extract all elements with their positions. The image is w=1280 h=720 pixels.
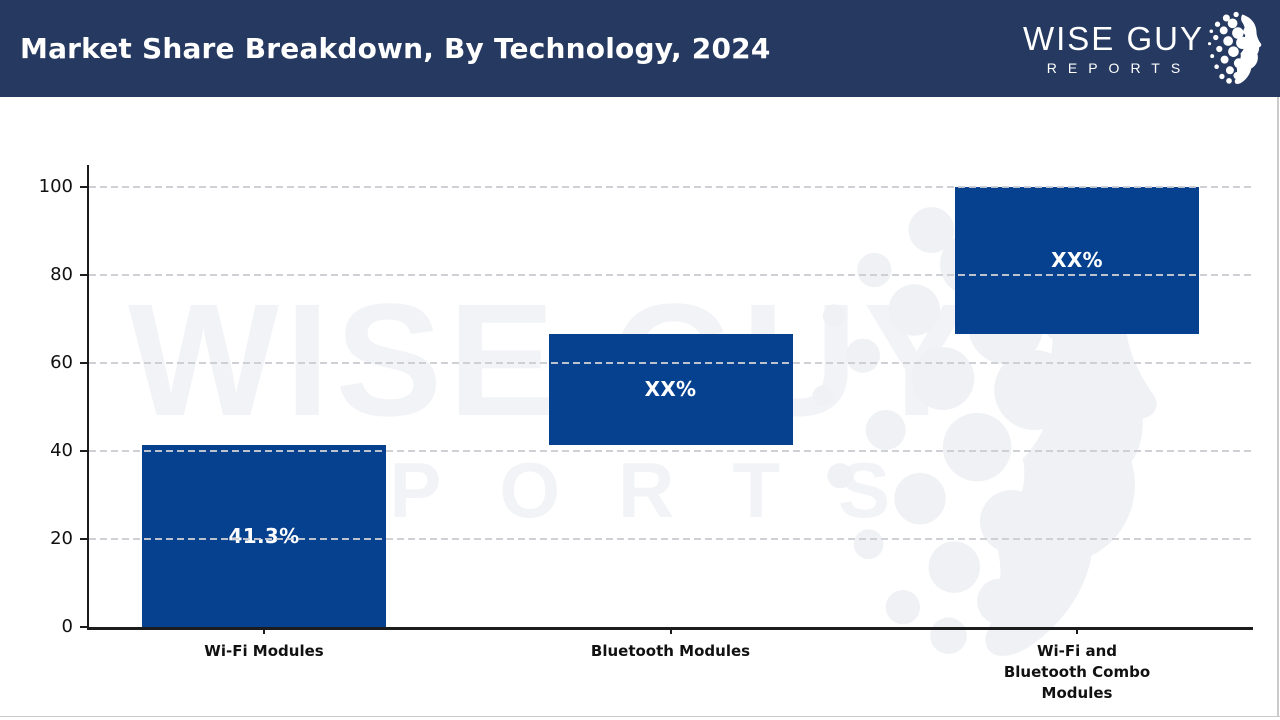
gridline-40 (89, 450, 1253, 452)
x-tick-label-1: Wi-Fi Modules (204, 642, 324, 660)
x-tick-mark-1 (263, 627, 265, 634)
y-tick-label-100: 100 (38, 176, 73, 197)
x-tick-label-2: Bluetooth Modules (590, 642, 751, 660)
gridline-100 (89, 186, 1253, 188)
bar-segment-1: 41.3% (142, 445, 386, 627)
page-bottom-border (0, 716, 1280, 717)
y-tick-mark-40 (80, 450, 87, 452)
bar-segment-3: XX% (955, 187, 1199, 334)
y-tick-label-60: 60 (50, 352, 73, 373)
y-tick-mark-0 (80, 626, 87, 628)
x-tick-label-3: Wi-Fi and Bluetooth Combo Modules (1003, 642, 1151, 702)
page-right-border (1277, 97, 1279, 717)
wise-guy-reports-logo: WISE GUY REPORTS (1023, 5, 1268, 93)
gridline-80 (89, 274, 1253, 276)
x-tick-mark-3 (1076, 627, 1078, 634)
y-tick-label-80: 80 (50, 264, 73, 285)
bar-value-label-3: XX% (1051, 248, 1103, 273)
bar-value-label-2: XX% (644, 377, 697, 402)
bar-value-label-1: 41.3% (228, 524, 300, 549)
logo-dotted-face-icon (1206, 10, 1268, 88)
y-tick-label-0: 0 (61, 616, 73, 637)
logo-text: WISE GUY REPORTS (1023, 22, 1204, 76)
y-tick-mark-20 (80, 538, 87, 540)
logo-wordmark: WISE GUY (1022, 20, 1204, 58)
y-tick-label-40: 40 (50, 440, 73, 461)
chart-title: Market Share Breakdown, By Technology, 2… (20, 32, 771, 65)
y-tick-mark-80 (80, 274, 87, 276)
plot-area: 0 20 40 60 80 100 41.3% XX% XX% Wi-Fi Modules Blue… (39, 165, 1253, 702)
gridline-20 (89, 538, 1253, 540)
y-tick-mark-100 (80, 186, 87, 188)
bar-segment-2: XX% (548, 333, 793, 446)
gridline-60 (89, 362, 1253, 364)
y-axis-line (87, 165, 89, 630)
y-tick-label-20: 20 (50, 528, 73, 549)
logo-subtext: REPORTS (1046, 59, 1192, 76)
y-tick-mark-60 (80, 362, 87, 364)
x-tick-mark-2 (669, 627, 672, 634)
header-bar: Market Share Breakdown, By Technology, 2… (0, 0, 1280, 97)
